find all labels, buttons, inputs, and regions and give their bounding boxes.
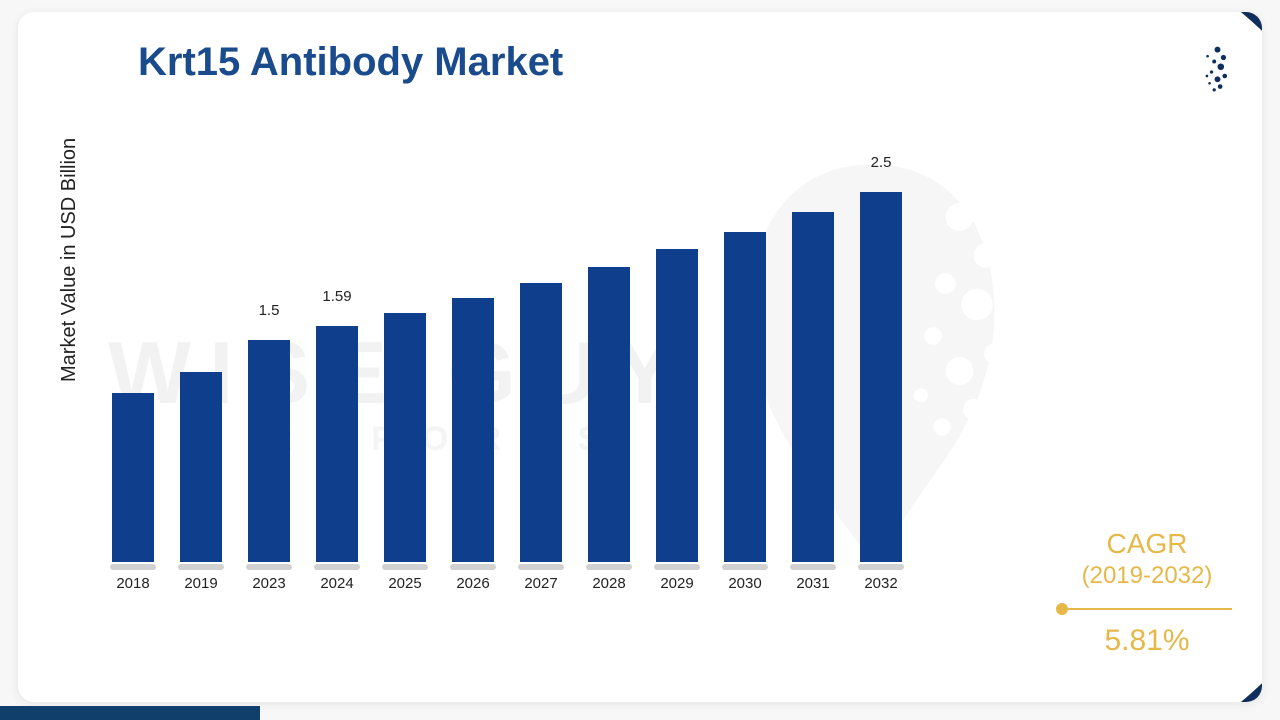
bar-shadow [586, 564, 632, 570]
bar [452, 298, 494, 562]
cagr-range: (2019-2032) [1032, 562, 1262, 590]
bar [588, 267, 630, 562]
chart-title: Krt15 Antibody Market [138, 40, 563, 85]
bar-plot: 2018 2019 2023 1.5 2024 1.59 2025 2026 2027 2028 2… [108, 162, 928, 592]
bar-shadow [654, 564, 700, 570]
bar-shadow [382, 564, 428, 570]
x-tick-label: 2026 [456, 575, 489, 592]
x-tick-label: 2023 [252, 575, 285, 592]
x-tick-label: 2031 [796, 575, 829, 592]
bar-shadow [722, 564, 768, 570]
cagr-block: CAGR (2019-2032) 5.81% [1032, 528, 1262, 658]
x-tick-label: 2030 [728, 575, 761, 592]
x-tick-label: 2029 [660, 575, 693, 592]
bar-shadow [246, 564, 292, 570]
bar [248, 340, 290, 562]
brand-logo: WISE GUY REPORTS [980, 28, 1240, 87]
bottom-accent-bar [0, 706, 260, 720]
bar-shadow [518, 564, 564, 570]
bar [112, 393, 154, 562]
x-tick-label: 2018 [116, 575, 149, 592]
x-tick-label: 2025 [388, 575, 421, 592]
bar-shadow [450, 564, 496, 570]
bar [724, 232, 766, 562]
x-tick-label: 2032 [864, 575, 897, 592]
bar-value-label: 1.59 [322, 288, 351, 305]
bar [520, 283, 562, 562]
bar-shadow [110, 564, 156, 570]
bar-shadow [858, 564, 904, 570]
brand-head-icon [1168, 34, 1234, 118]
bar-shadow [790, 564, 836, 570]
bar [656, 249, 698, 562]
report-card: WISE GUY REPORTS Krt15 Antibody Market M… [18, 12, 1262, 702]
bar-value-label: 2.5 [871, 154, 892, 171]
x-tick-label: 2027 [524, 575, 557, 592]
x-tick-label: 2024 [320, 575, 353, 592]
y-axis-label: Market Value in USD Billion [58, 138, 81, 382]
bar [384, 313, 426, 562]
bar [316, 326, 358, 562]
bar-shadow [178, 564, 224, 570]
cagr-title: CAGR [1032, 528, 1262, 560]
x-tick-label: 2028 [592, 575, 625, 592]
bar [792, 212, 834, 562]
bar-shadow [314, 564, 360, 570]
bar [860, 192, 902, 562]
x-tick-label: 2019 [184, 575, 217, 592]
bar-value-label: 1.5 [259, 302, 280, 319]
cagr-value: 5.81% [1032, 624, 1262, 658]
bar [180, 372, 222, 562]
chart-area: Krt15 Antibody Market Market Value in US… [18, 12, 958, 702]
cagr-separator [1062, 608, 1232, 610]
